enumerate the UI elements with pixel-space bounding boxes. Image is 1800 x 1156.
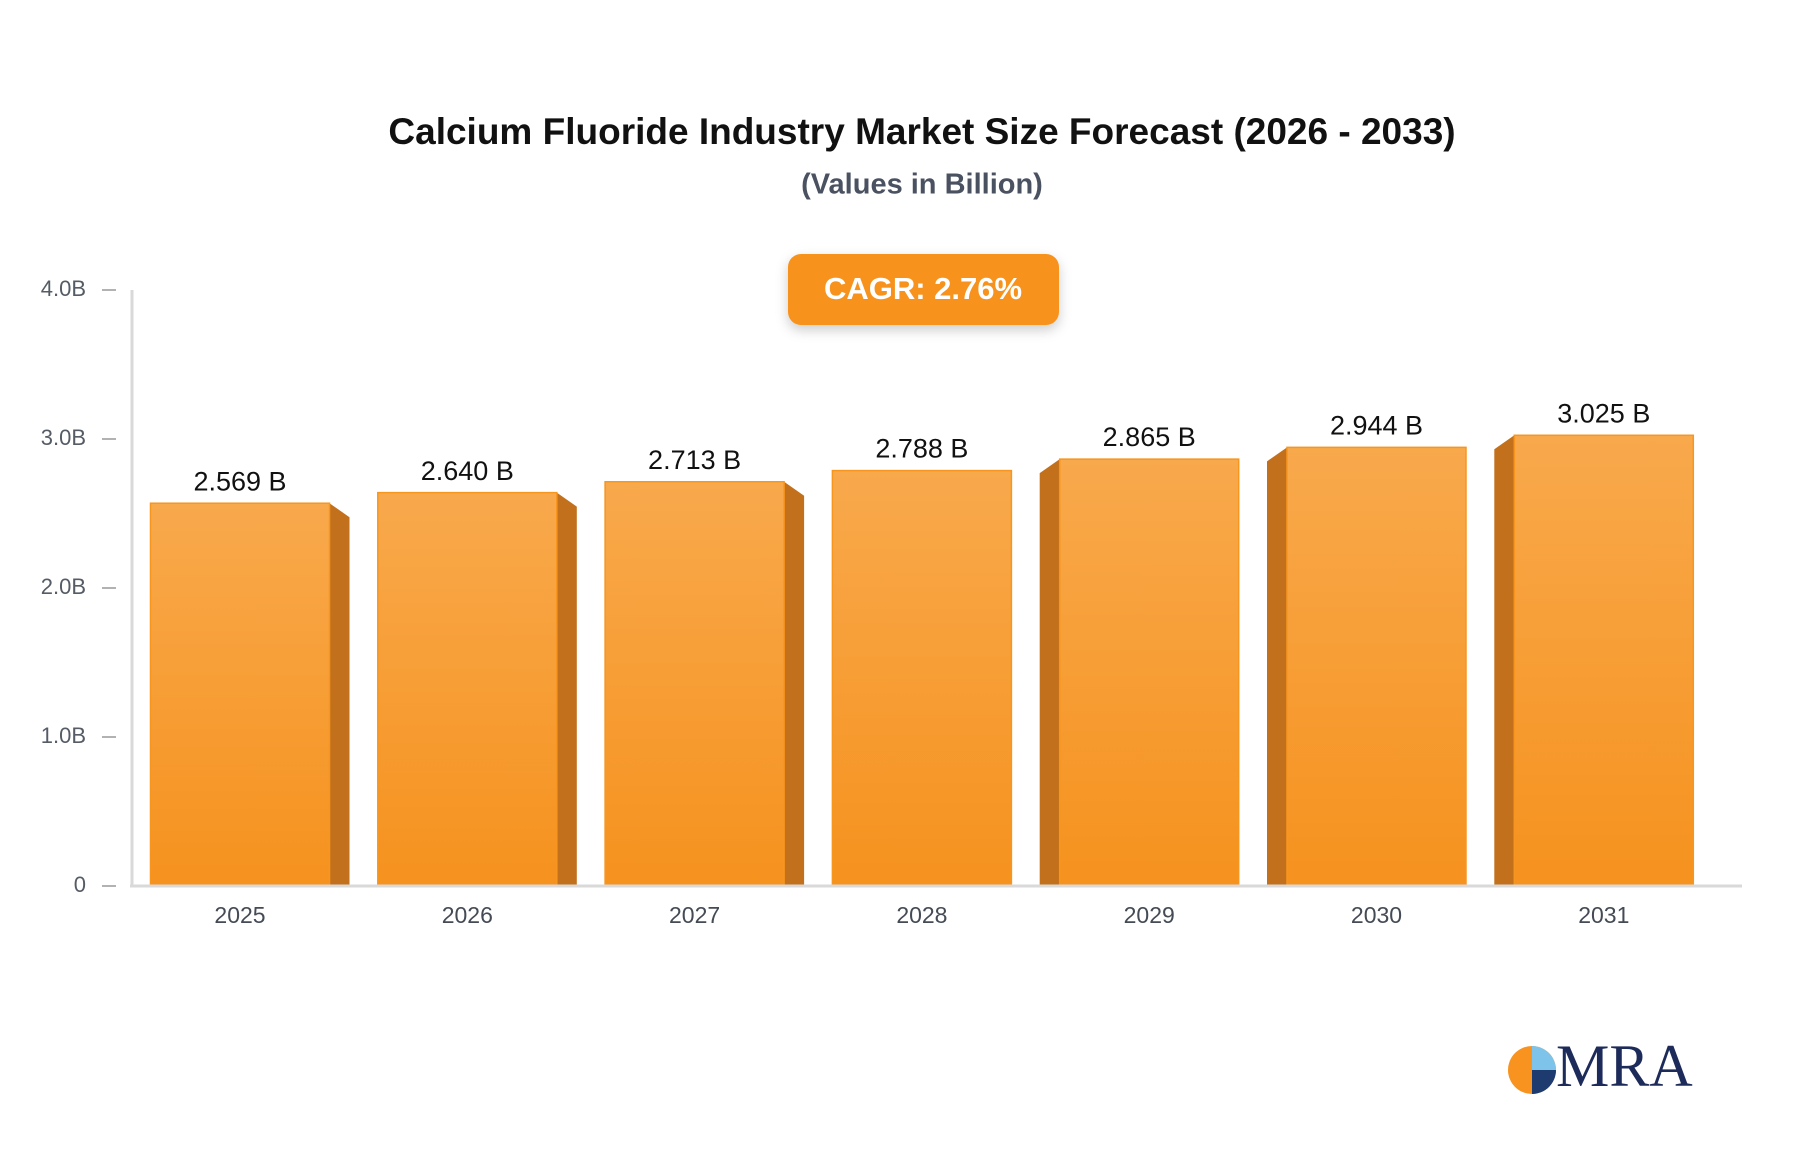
y-tick-label: 2.0B — [41, 574, 86, 599]
logo: MRA — [1508, 1033, 1693, 1099]
value-label: 2.713 B — [648, 445, 741, 475]
y-tick-label: 0 — [74, 872, 86, 897]
bar — [149, 502, 331, 887]
x-tick-label: 2031 — [1578, 902, 1629, 928]
y-tick-label: 3.0B — [41, 425, 86, 450]
cagr-text: CAGR: 2.76% — [824, 271, 1022, 306]
bar — [831, 469, 1013, 887]
x-tick-label: 2028 — [896, 902, 947, 928]
x-tick-label: 2030 — [1351, 902, 1402, 928]
x-tick-label: 2027 — [669, 902, 720, 928]
bar — [377, 491, 558, 887]
bar-side — [1039, 459, 1060, 886]
x-tick-label: 2026 — [442, 902, 493, 928]
logo-text: MRA — [1556, 1033, 1693, 1099]
cagr-badge: CAGR: 2.76% — [788, 254, 1059, 325]
x-tick-label: 2029 — [1124, 902, 1175, 928]
value-label: 2.788 B — [875, 434, 968, 464]
value-label: 2.944 B — [1330, 410, 1423, 440]
bar-side — [329, 503, 350, 886]
bar-side — [1267, 447, 1287, 886]
chart-title: Calcium Fluoride Industry Market Size Fo… — [388, 111, 1455, 152]
logo-slice — [1532, 1070, 1556, 1094]
bar-side — [556, 492, 577, 886]
cagr-box — [788, 254, 1059, 325]
x-tick-label: 2025 — [214, 902, 265, 928]
bar — [604, 481, 785, 887]
value-label: 2.569 B — [193, 466, 286, 496]
value-label: 2.640 B — [421, 456, 514, 486]
bar — [1058, 458, 1240, 887]
bar-side — [784, 481, 805, 886]
y-tick-label: 4.0B — [41, 276, 86, 301]
bar-side — [1494, 435, 1515, 886]
bar — [1286, 446, 1467, 887]
logo-slice — [1532, 1046, 1556, 1070]
value-label: 3.025 B — [1557, 398, 1650, 428]
chart-subtitle: (Values in Billion) — [801, 169, 1043, 201]
bar — [1513, 434, 1695, 887]
y-tick-label: 1.0B — [41, 723, 86, 748]
value-label: 2.865 B — [1103, 422, 1196, 452]
